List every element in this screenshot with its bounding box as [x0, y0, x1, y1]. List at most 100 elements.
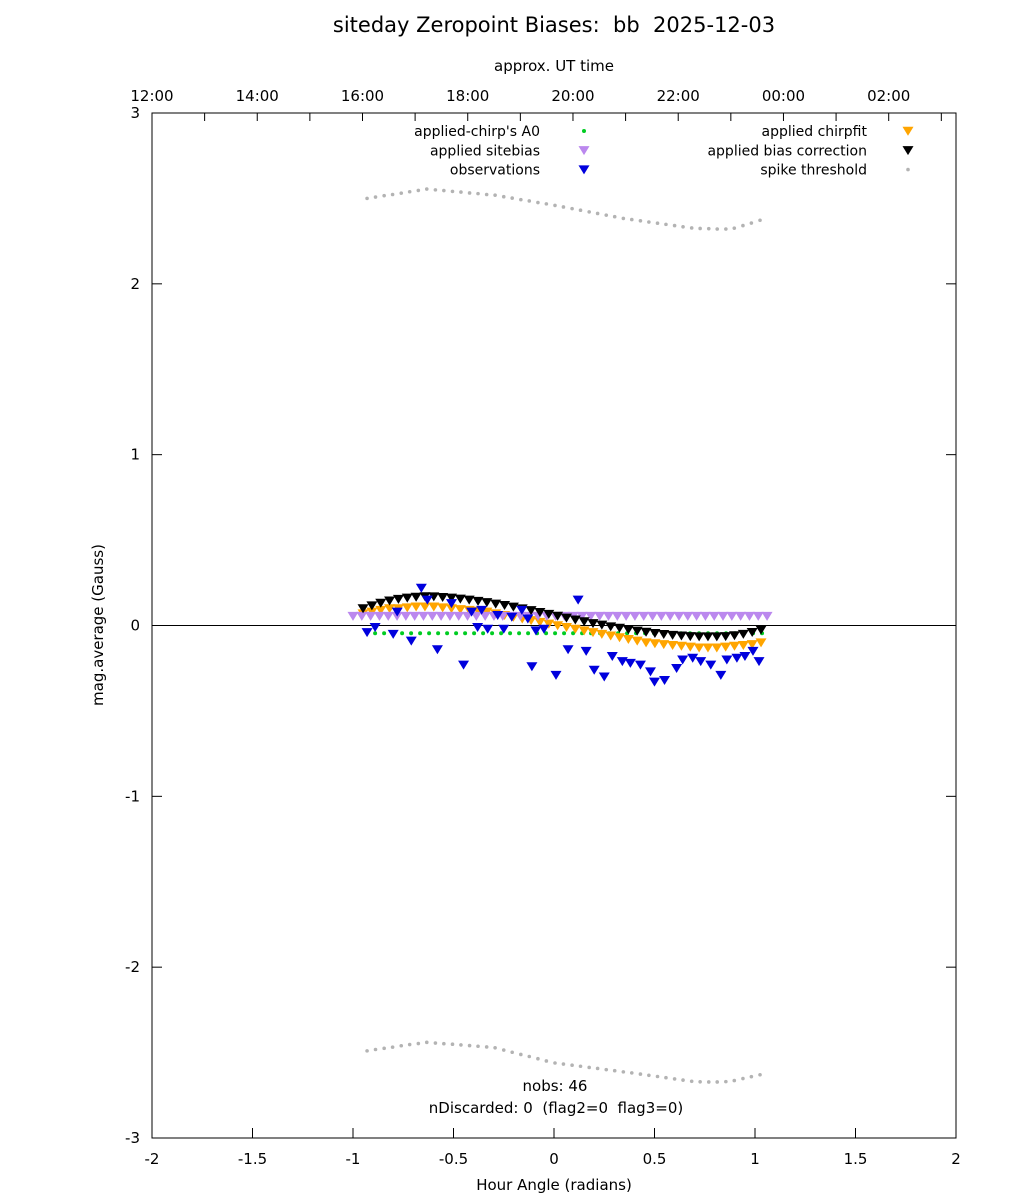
marker-applied-chirp-s-a0	[526, 631, 531, 636]
marker-spike-threshold	[698, 226, 702, 231]
legend-marker-observations	[578, 165, 590, 175]
marker-spike-threshold	[689, 1079, 694, 1084]
marker-applied-chirpfit	[605, 631, 617, 641]
marker-spike-threshold	[758, 218, 762, 223]
marker-spike-threshold	[749, 1074, 754, 1079]
marker-observations	[415, 583, 427, 593]
x2-axis-title: approx. UT time	[494, 57, 614, 75]
marker-applied-sitebias	[699, 611, 711, 621]
marker-spike-threshold	[655, 1074, 660, 1079]
marker-spike-threshold	[493, 193, 497, 197]
legend: applied-chirp's A0 applied chirpfit applie…	[414, 124, 914, 179]
marker-applied-chirp-s-a0	[571, 631, 576, 636]
legend-label-applied-sitebias: applied sitebias	[430, 143, 540, 159]
marker-applied-chirpfit	[755, 638, 767, 648]
marker-applied-bias-correction	[711, 632, 723, 642]
marker-spike-threshold	[578, 208, 583, 213]
x-tick-label: -2	[145, 1150, 160, 1168]
marker-applied-chirpfit	[560, 623, 572, 633]
marker-applied-sitebias	[444, 611, 456, 621]
x2-tick-label: 14:00	[236, 87, 279, 105]
marker-applied-chirpfit	[534, 617, 546, 627]
marker-applied-chirpfit	[578, 626, 590, 636]
nobs-annotation: nobs: 46	[523, 1077, 588, 1095]
marker-applied-sitebias	[417, 611, 429, 621]
marker-spike-threshold	[724, 227, 728, 231]
marker-applied-bias-correction	[481, 598, 493, 608]
marker-applied-chirpfit	[384, 604, 396, 614]
marker-spike-threshold	[732, 226, 737, 230]
marker-spike-threshold	[595, 1066, 600, 1071]
marker-spike-threshold	[612, 214, 617, 219]
x-tick-label: -1	[346, 1150, 361, 1168]
marker-spike-threshold	[467, 191, 472, 195]
marker-applied-bias-correction	[525, 606, 537, 616]
marker-applied-sitebias	[426, 611, 438, 621]
marker-spike-threshold	[681, 1078, 685, 1082]
marker-spike-threshold	[587, 210, 591, 214]
marker-applied-bias-correction	[463, 595, 475, 605]
marker-spike-threshold	[647, 220, 651, 224]
axis-ticks	[151, 112, 957, 1139]
marker-applied-sitebias	[629, 611, 641, 621]
x2-tick-label: 22:00	[657, 87, 700, 105]
marker-applied-bias-correction	[445, 593, 457, 603]
marker-applied-sitebias	[726, 611, 738, 621]
marker-applied-sitebias	[717, 611, 729, 621]
marker-applied-chirpfit	[428, 602, 440, 612]
observations-points	[361, 583, 765, 687]
marker-applied-sitebias	[743, 611, 755, 621]
marker-observations	[606, 652, 618, 662]
marker-spike-threshold	[527, 199, 532, 203]
marker-applied-bias-correction	[720, 632, 732, 642]
y-tick-label: -1	[125, 787, 140, 805]
marker-spike-threshold	[749, 221, 754, 225]
marker-applied-chirpfit	[667, 640, 679, 650]
marker-spike-threshold	[672, 1077, 677, 1081]
marker-applied-chirp-s-a0	[544, 631, 549, 636]
marker-spike-threshold	[758, 1072, 762, 1077]
marker-spike-threshold	[570, 1063, 574, 1068]
marker-applied-sitebias	[373, 611, 385, 621]
marker-applied-chirpfit	[631, 636, 643, 646]
marker-applied-bias-correction	[755, 625, 767, 635]
marker-observations	[482, 624, 494, 634]
marker-observations	[472, 623, 484, 633]
legend-marker-spike-threshold	[906, 167, 910, 172]
plot-frame	[151, 112, 957, 1139]
marker-spike-threshold	[578, 1064, 583, 1069]
marker-spike-threshold	[706, 1080, 711, 1084]
marker-applied-bias-correction	[622, 625, 634, 635]
marker-observations	[391, 607, 403, 617]
marker-applied-sitebias	[514, 611, 526, 621]
marker-applied-bias-correction	[587, 619, 599, 629]
marker-applied-bias-correction	[605, 622, 617, 632]
marker-spike-threshold	[433, 188, 438, 192]
marker-spike-threshold	[416, 188, 421, 193]
marker-applied-bias-correction	[366, 601, 378, 611]
marker-applied-sitebias	[664, 611, 676, 621]
marker-observations	[572, 595, 584, 605]
marker-applied-chirp-s-a0	[436, 631, 441, 636]
marker-spike-threshold	[442, 1041, 446, 1046]
x-tick-label: 1	[750, 1150, 760, 1168]
x-tick-label: 1.5	[844, 1150, 868, 1168]
marker-spike-threshold	[527, 1054, 532, 1059]
marker-observations	[476, 605, 488, 615]
y-tick-label: 3	[130, 104, 140, 122]
marker-spike-threshold	[681, 224, 685, 229]
marker-applied-sitebias	[585, 611, 597, 621]
marker-applied-chirp-s-a0	[490, 631, 495, 636]
marker-applied-chirp-s-a0	[499, 631, 504, 636]
marker-observations	[715, 670, 727, 680]
y-tick-label: 0	[130, 617, 140, 635]
marker-observations	[405, 636, 417, 646]
marker-applied-sitebias	[620, 611, 632, 621]
legend-marker-applied-bias-correction	[902, 146, 914, 156]
marker-applied-sitebias	[752, 611, 764, 621]
marker-spike-threshold	[715, 227, 720, 231]
spike-threshold-points	[365, 187, 762, 1084]
marker-applied-bias-correction	[507, 602, 519, 612]
marker-spike-threshold	[424, 1040, 429, 1045]
marker-applied-chirpfit	[375, 605, 387, 615]
